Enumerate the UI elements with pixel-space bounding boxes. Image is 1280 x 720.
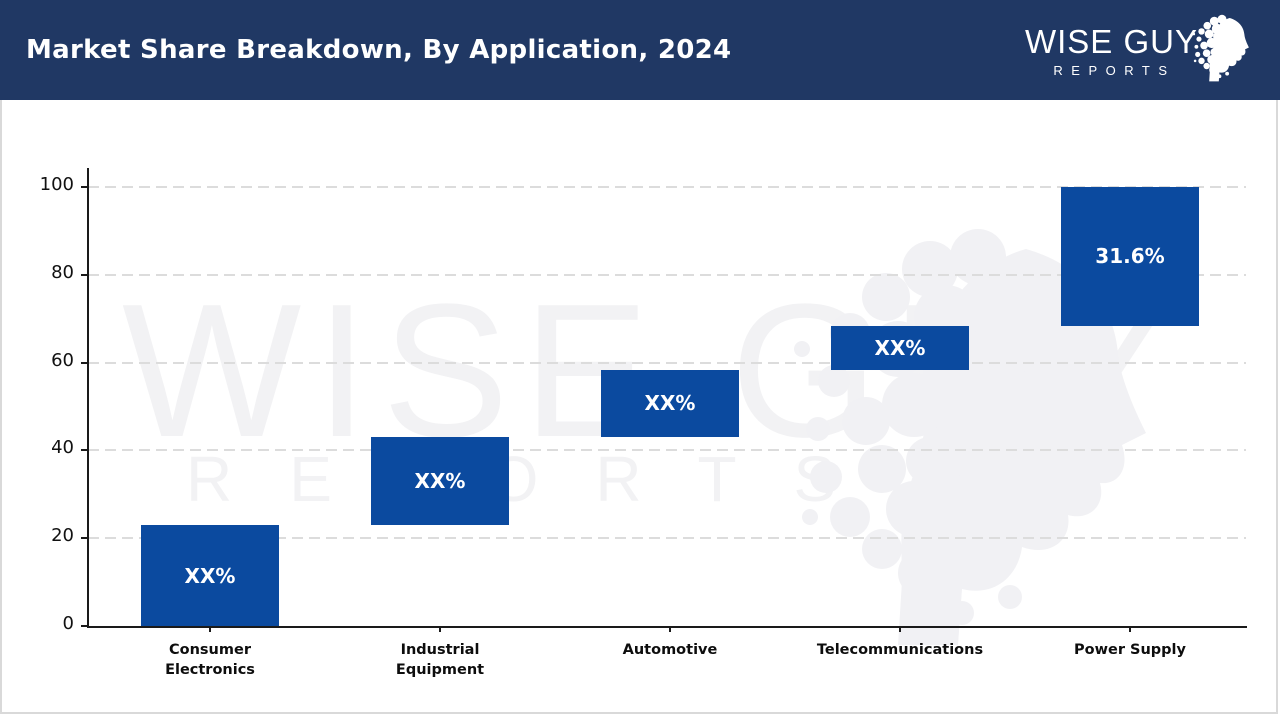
- ytick-mark-100: [81, 186, 88, 188]
- bar-telecommunications: XX%: [831, 325, 969, 370]
- wiseguy-logo: WISE GUY REPORTS: [1025, 12, 1254, 88]
- ytick-mark-60: [81, 361, 88, 364]
- logo-wordmark: WISE GUY: [1024, 22, 1198, 60]
- bar-consumer-electronics: XX%: [141, 525, 279, 626]
- ytick-label-80: 80: [51, 261, 74, 283]
- ytick-mark-40: [81, 449, 88, 452]
- xtick-mark-1: [439, 626, 441, 632]
- bar-automotive: XX%: [601, 369, 739, 438]
- xtick-mark-3: [899, 626, 901, 632]
- bar-value-label: XX%: [644, 391, 696, 416]
- gridline-80: [88, 273, 1246, 276]
- gridline-60: [88, 361, 1246, 364]
- bar-value-label: XX%: [414, 469, 466, 494]
- ytick-mark-20: [81, 537, 88, 540]
- ytick-mark-0: [81, 625, 88, 627]
- ytick-label-0: 0: [62, 613, 74, 634]
- logo-text: WISE GUY REPORTS: [1025, 23, 1198, 78]
- gridline-40: [88, 449, 1246, 452]
- xaxis-label-industrial-equipment: Industrial Equipment: [395, 642, 485, 678]
- bar-industrial-equipment: XX%: [371, 437, 509, 526]
- ytick-label-60: 60: [51, 349, 74, 371]
- gridline-20: [88, 537, 1246, 540]
- ytick-label-20: 20: [51, 525, 74, 547]
- watermark-subtitle: REPORTS: [186, 443, 894, 515]
- xtick-mark-0: [209, 626, 211, 632]
- xtick-mark-2: [669, 626, 671, 632]
- gridline-100: [88, 186, 1246, 188]
- ytick-label-40: 40: [51, 437, 74, 459]
- bar-value-label: 31.6%: [1095, 244, 1165, 269]
- ytick-mark-80: [81, 273, 88, 276]
- y-axis-line: [87, 168, 89, 628]
- ytick-label-100: 100: [39, 174, 74, 195]
- bar-power-supply: 31.6%: [1061, 187, 1199, 326]
- bar-value-label: XX%: [184, 563, 236, 588]
- xaxis-label-telecommunications: Telecommunications: [816, 642, 984, 658]
- logo-subtitle: REPORTS: [1053, 62, 1176, 78]
- logo-head-icon: [1192, 14, 1249, 82]
- header-bar: Market Share Breakdown, By Application, …: [0, 0, 1280, 100]
- xaxis-label-automotive: Automotive: [622, 642, 718, 658]
- figure-border: [0, 100, 1278, 714]
- xtick-mark-4: [1129, 626, 1131, 632]
- xaxis-label-power-supply: Power Supply: [1074, 642, 1186, 658]
- x-axis-line: [87, 626, 1247, 628]
- bar-value-label: XX%: [874, 335, 926, 360]
- page-title: Market Share Breakdown, By Application, …: [26, 35, 732, 65]
- xaxis-label-consumer-electronics: Consumer Electronics: [165, 642, 255, 678]
